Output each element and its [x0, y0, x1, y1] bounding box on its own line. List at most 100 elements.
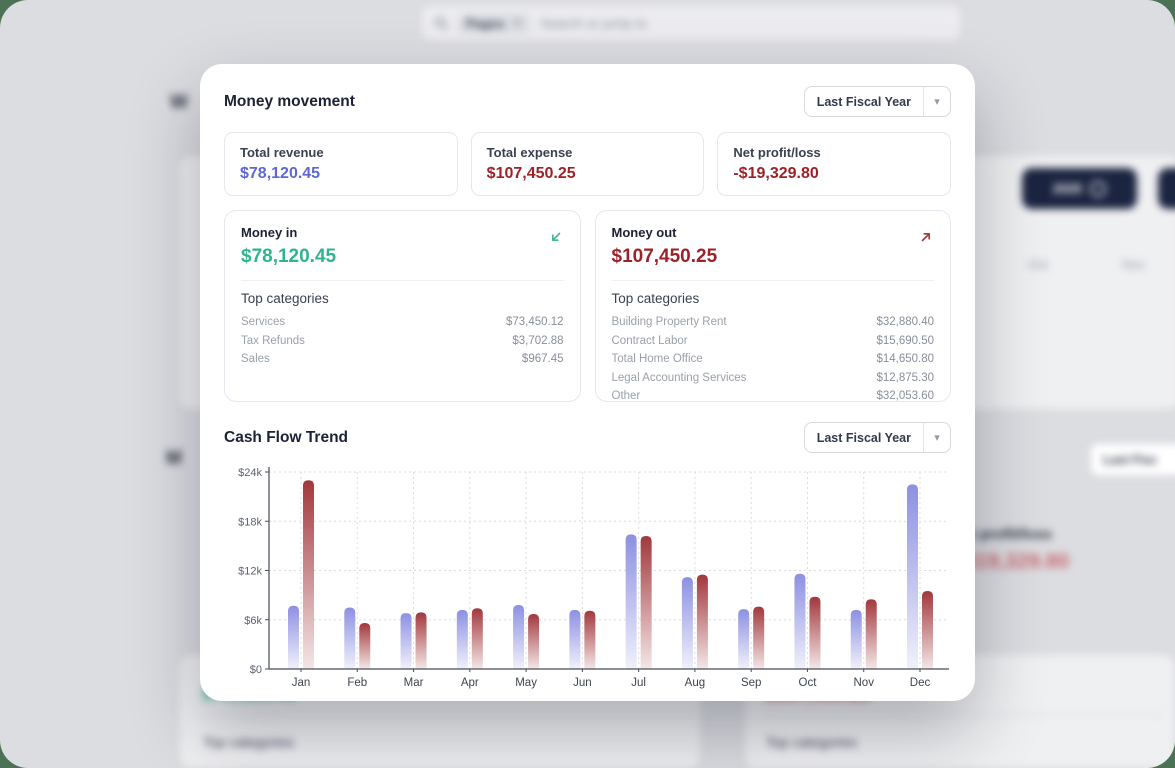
bar-money-out-jun [584, 611, 595, 669]
stat-label: Total revenue [240, 145, 442, 160]
category-value: $73,450.12 [506, 313, 564, 332]
app-page: Pages ✕ Search or jump to W 2025 Oct Nov… [0, 0, 1175, 768]
bar-money-in-oct [794, 574, 805, 669]
category-row: Sales $967.45 [241, 350, 564, 369]
top-categories-label: Top categories [612, 291, 935, 306]
bar-money-in-jun [569, 610, 580, 669]
bar-money-in-apr [457, 610, 468, 669]
category-name: Services [241, 313, 285, 332]
bar-money-out-mar [416, 612, 427, 669]
search-placeholder: Search or jump to [540, 16, 647, 31]
modal-title: Money movement [224, 93, 355, 111]
stat-value: $78,120.45 [240, 165, 442, 183]
partial-button [1158, 168, 1175, 209]
stats-row: Total revenue $78,120.45 Total expense $… [224, 132, 951, 196]
stat-value: $107,450.25 [487, 165, 689, 183]
category-value: $32,053.60 [876, 387, 934, 406]
bar-money-out-dec [922, 591, 933, 669]
bar-money-in-aug [682, 577, 693, 669]
x-axis-tick-label: Sep [741, 677, 761, 689]
period-select-value: Last Fiscal Year [805, 423, 923, 452]
category-name: Total Home Office [612, 350, 703, 369]
bar-money-in-feb [344, 607, 355, 669]
x-axis-tick-label: Aug [685, 677, 705, 689]
global-search-bar: Pages ✕ Search or jump to [422, 6, 960, 40]
chevron-down-icon[interactable]: ▾ [923, 87, 950, 116]
category-name: Building Property Rent [612, 313, 727, 332]
divider [241, 280, 564, 281]
background-heading-partial-2: M [166, 448, 182, 470]
money-out-title: Money out [612, 225, 718, 240]
x-axis-tick-label: Jun [573, 677, 592, 689]
bar-money-out-feb [359, 623, 370, 669]
category-value: $967.45 [522, 350, 564, 369]
money-out-panel: Money out $107,450.25 Top categories Bui… [595, 210, 952, 402]
year-button-label: 2025 [1053, 181, 1082, 196]
money-movement-period-select[interactable]: Last Fiscal Year ▾ [804, 86, 951, 117]
money-in-panel: Money in $78,120.45 Top categories Servi… [224, 210, 581, 402]
chip-close-icon: ✕ [512, 16, 522, 30]
bar-money-out-nov [866, 599, 877, 669]
y-axis-tick-label: $24k [238, 467, 262, 479]
x-axis-tick-label: May [515, 677, 537, 689]
bar-money-out-may [528, 614, 539, 669]
x-axis-tick-label: Jan [292, 677, 311, 689]
category-row: Total Home Office $14,650.80 [612, 350, 935, 369]
category-row: Services $73,450.12 [241, 313, 564, 332]
category-name: Sales [241, 350, 270, 369]
x-axis-tick-label: Jul [631, 677, 646, 689]
y-axis-tick-label: $0 [250, 664, 262, 676]
cashflow-period-select[interactable]: Last Fiscal Year ▾ [804, 422, 951, 453]
background-divider [766, 714, 1161, 715]
top-categories-label: Top categories [241, 291, 564, 306]
background-divider [203, 714, 698, 715]
bar-money-in-jan [288, 606, 299, 669]
money-out-value: $107,450.25 [612, 246, 718, 268]
x-axis-tick-label: Dec [910, 677, 931, 689]
divider [612, 280, 935, 281]
axis-label-oct: Oct [1028, 257, 1048, 272]
category-row: Legal Accounting Services $12,875.30 [612, 369, 935, 388]
stat-card-total-expense: Total expense $107,450.25 [471, 132, 705, 196]
category-value: $15,690.50 [876, 332, 934, 351]
cashflow-title: Cash Flow Trend [224, 429, 348, 447]
bar-money-in-nov [851, 610, 862, 669]
stat-card-net-profit-loss: Net profit/loss -$19,329.80 [717, 132, 951, 196]
background-period-select-partial: Last Fisc [1090, 443, 1175, 476]
category-row: Contract Labor $15,690.50 [612, 332, 935, 351]
modal-header: Money movement Last Fiscal Year ▾ [224, 86, 951, 117]
arrow-up-right-icon [918, 229, 934, 245]
bar-money-in-may [513, 605, 524, 669]
clock-icon [1090, 181, 1106, 197]
period-select-value: Last Fiscal Year [805, 87, 923, 116]
bar-money-in-jul [626, 534, 637, 669]
category-row: Building Property Rent $32,880.40 [612, 313, 935, 332]
money-in-title: Money in [241, 225, 336, 240]
search-filter-chip: Pages ✕ [458, 13, 530, 34]
background-top-categories-right: Top categories [766, 734, 857, 750]
x-axis-tick-label: Feb [347, 677, 367, 689]
bar-money-in-mar [401, 613, 412, 669]
money-in-value: $78,120.45 [241, 246, 336, 268]
category-row: Tax Refunds $3,702.88 [241, 332, 564, 351]
x-axis-tick-label: Apr [461, 677, 479, 689]
y-axis-tick-label: $18k [238, 516, 262, 528]
search-chip-label: Pages [466, 16, 504, 31]
chevron-down-icon[interactable]: ▾ [923, 423, 950, 452]
money-movement-modal: Money movement Last Fiscal Year ▾ Total … [200, 64, 975, 701]
stat-card-total-revenue: Total revenue $78,120.45 [224, 132, 458, 196]
category-value: $12,875.30 [876, 369, 934, 388]
stat-label: Net profit/loss [733, 145, 935, 160]
bar-money-out-apr [472, 608, 483, 669]
axis-label-nov: Nov [1122, 257, 1145, 272]
stat-label: Total expense [487, 145, 689, 160]
cashflow-chart: $0$6k$12k$18k$24kJanFebMarAprMayJunJulAu… [224, 461, 951, 701]
search-icon [434, 16, 448, 30]
category-name: Other [612, 387, 641, 406]
category-row: Other $32,053.60 [612, 387, 935, 406]
money-panels: Money in $78,120.45 Top categories Servi… [224, 210, 951, 402]
y-axis-tick-label: $6k [244, 615, 262, 627]
bar-money-in-sep [738, 609, 749, 669]
stat-value: -$19,329.80 [733, 165, 935, 183]
year-button: 2025 [1022, 168, 1137, 209]
